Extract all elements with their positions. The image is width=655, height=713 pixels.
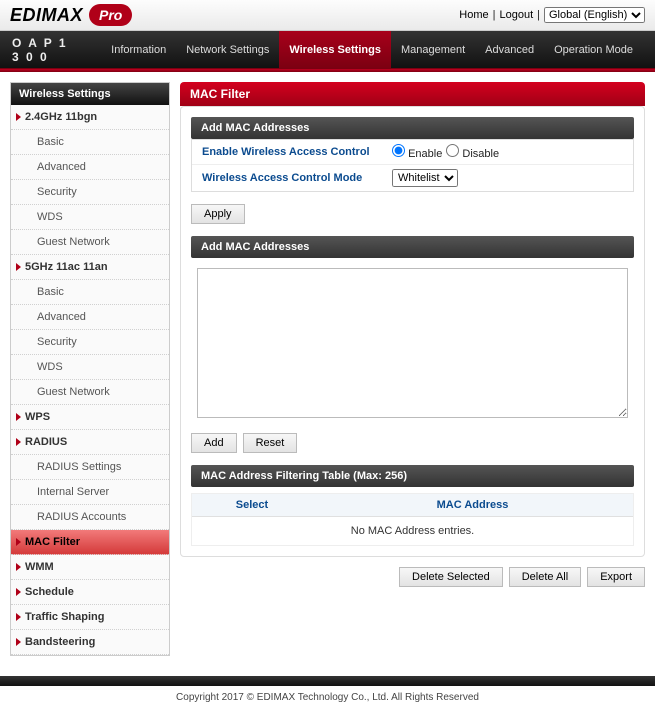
disable-radio-label[interactable]: Disable — [446, 144, 499, 160]
sidebar-subitem-radius-settings[interactable]: RADIUS Settings — [11, 455, 169, 480]
brand-suffix: Pro — [89, 4, 132, 26]
reset-button[interactable]: Reset — [243, 433, 298, 453]
brand-name: EDIMAX — [10, 5, 83, 26]
export-button[interactable]: Export — [587, 567, 645, 587]
sidebar-title: Wireless Settings — [11, 83, 169, 105]
language-select[interactable]: Global (English) — [544, 7, 645, 23]
mac-addresses-textarea[interactable] — [197, 268, 628, 418]
col-select: Select — [192, 494, 312, 516]
page-title: MAC Filter — [180, 82, 645, 106]
sidebar-item-radius[interactable]: RADIUS — [11, 430, 169, 455]
copyright: Copyright 2017 © EDIMAX Technology Co., … — [0, 686, 655, 713]
wac-mode-select[interactable]: Whitelist — [392, 169, 458, 187]
sidebar-subitem-radius-accounts[interactable]: RADIUS Accounts — [11, 505, 169, 530]
sidebar-item-mac-filter[interactable]: MAC Filter — [11, 530, 169, 555]
top-bar: EDIMAX Pro Home | Logout | Global (Engli… — [0, 0, 655, 31]
sidebar-item-traffic-shaping[interactable]: Traffic Shaping — [11, 605, 169, 630]
sidebar-subitem-guest-network[interactable]: Guest Network — [11, 380, 169, 405]
main-nav: O A P 1 3 0 0 InformationNetwork Setting… — [0, 31, 655, 69]
enable-wac-label: Enable Wireless Access Control — [192, 140, 382, 164]
nav-item-operation-mode[interactable]: Operation Mode — [544, 31, 643, 68]
sidebar-item-5ghz-11ac-11an[interactable]: 5GHz 11ac 11an — [11, 255, 169, 280]
table-empty-msg: No MAC Address entries. — [192, 517, 633, 545]
delete-selected-button[interactable]: Delete Selected — [399, 567, 503, 587]
sidebar-item-schedule[interactable]: Schedule — [11, 580, 169, 605]
enable-radio-label[interactable]: Enable — [392, 144, 442, 160]
nav-item-information[interactable]: Information — [101, 31, 176, 68]
sidebar-subitem-basic[interactable]: Basic — [11, 280, 169, 305]
apply-button[interactable]: Apply — [191, 204, 245, 224]
sidebar-subitem-internal-server[interactable]: Internal Server — [11, 480, 169, 505]
sidebar-item-wmm[interactable]: WMM — [11, 555, 169, 580]
logout-link[interactable]: Logout — [499, 9, 533, 21]
sidebar-item-2-4ghz-11bgn[interactable]: 2.4GHz 11bgn — [11, 105, 169, 130]
sidebar-subitem-advanced[interactable]: Advanced — [11, 305, 169, 330]
sidebar-subitem-advanced[interactable]: Advanced — [11, 155, 169, 180]
sidebar-subitem-wds[interactable]: WDS — [11, 355, 169, 380]
logo: EDIMAX Pro — [10, 4, 132, 26]
sidebar-subitem-basic[interactable]: Basic — [11, 130, 169, 155]
wac-mode-label: Wireless Access Control Mode — [192, 166, 382, 190]
sidebar-item-wps[interactable]: WPS — [11, 405, 169, 430]
model-label: O A P 1 3 0 0 — [12, 36, 71, 64]
sidebar-subitem-security[interactable]: Security — [11, 180, 169, 205]
sidebar-subitem-guest-network[interactable]: Guest Network — [11, 230, 169, 255]
enable-radio[interactable] — [392, 144, 405, 157]
section-add-config-head: Add MAC Addresses — [191, 117, 634, 139]
nav-item-management[interactable]: Management — [391, 31, 475, 68]
nav-item-network-settings[interactable]: Network Settings — [176, 31, 279, 68]
delete-all-button[interactable]: Delete All — [509, 567, 581, 587]
add-button[interactable]: Add — [191, 433, 237, 453]
home-link[interactable]: Home — [459, 9, 488, 21]
nav-item-wireless-settings[interactable]: Wireless Settings — [279, 31, 391, 68]
section-filter-table-head: MAC Address Filtering Table (Max: 256) — [191, 465, 634, 487]
disable-radio[interactable] — [446, 144, 459, 157]
sidebar-subitem-wds[interactable]: WDS — [11, 205, 169, 230]
sidebar-subitem-security[interactable]: Security — [11, 330, 169, 355]
col-mac: MAC Address — [312, 494, 633, 516]
section-add-mac-head: Add MAC Addresses — [191, 236, 634, 258]
sidebar: Wireless Settings 2.4GHz 11bgnBasicAdvan… — [10, 82, 170, 656]
nav-item-advanced[interactable]: Advanced — [475, 31, 544, 68]
sidebar-item-bandsteering[interactable]: Bandsteering — [11, 630, 169, 655]
